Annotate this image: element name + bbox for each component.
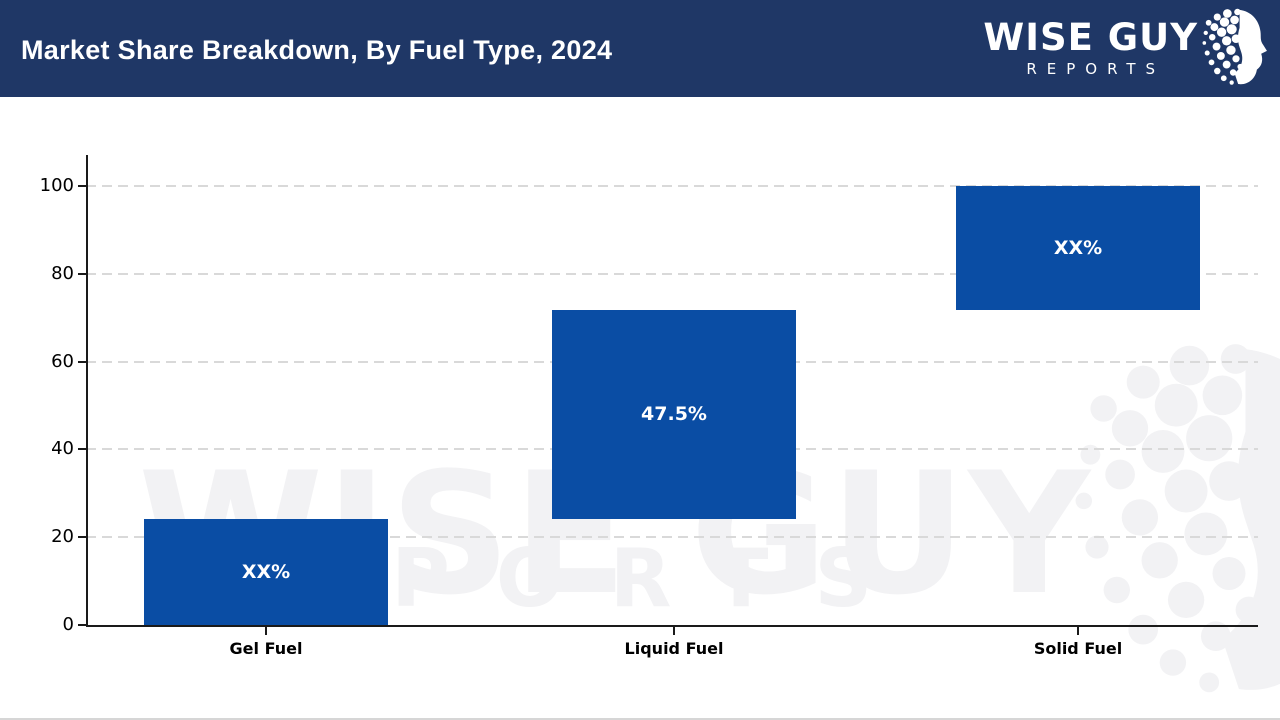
logo-wordmark-line1: WISE GUY xyxy=(983,16,1198,60)
gridline xyxy=(86,536,1258,539)
bar-liquid-fuel: 47.5% xyxy=(552,310,796,519)
wise-guy-logo: WISE GUY REPORTS xyxy=(983,6,1272,90)
bar-gel-fuel: XX% xyxy=(144,518,388,625)
y-tick-mark xyxy=(78,360,86,363)
y-tick-mark xyxy=(78,272,86,275)
y-tick-mark xyxy=(78,536,86,539)
x-tick-mark xyxy=(1077,627,1079,635)
y-tick-label: 100 xyxy=(39,175,74,196)
x-axis-line xyxy=(86,625,1258,627)
y-tick-label: 20 xyxy=(51,526,74,548)
y-tick-label: 80 xyxy=(51,262,74,284)
y-axis-line xyxy=(86,155,88,627)
plot-area: WISE GUY REPORTS 0 20 40 60 80 100 Gel Fuel Li… xyxy=(0,97,1280,720)
bottom-border xyxy=(0,718,1280,720)
y-tick-mark xyxy=(78,624,86,626)
y-tick-mark xyxy=(78,185,86,187)
y-tick-mark xyxy=(78,448,86,451)
x-category-label: Solid Fuel xyxy=(1033,639,1123,658)
x-category-label: Liquid Fuel xyxy=(624,639,724,658)
chart-title: Market Share Breakdown, By Fuel Type, 20… xyxy=(21,35,613,65)
x-category-label: Gel Fuel xyxy=(229,639,303,658)
y-tick-label: 40 xyxy=(51,438,74,460)
bar-value-label: XX% xyxy=(241,560,291,583)
logo-wordmark: WISE GUY REPORTS xyxy=(983,16,1198,78)
x-tick-mark xyxy=(673,627,675,635)
logo-face-icon xyxy=(1200,6,1272,90)
gridline xyxy=(86,185,1258,187)
gridline xyxy=(86,272,1258,275)
bar-solid-fuel: XX% xyxy=(956,186,1200,311)
bar-value-label: XX% xyxy=(1053,237,1103,259)
logo-wordmark-line2: REPORTS xyxy=(1026,59,1166,78)
bar-value-label: 47.5% xyxy=(641,403,707,426)
y-tick-label: 60 xyxy=(51,350,74,372)
header-bar: Market Share Breakdown, By Fuel Type, 20… xyxy=(0,0,1280,97)
x-tick-mark xyxy=(265,627,267,635)
y-tick-label: 0 xyxy=(62,614,74,635)
